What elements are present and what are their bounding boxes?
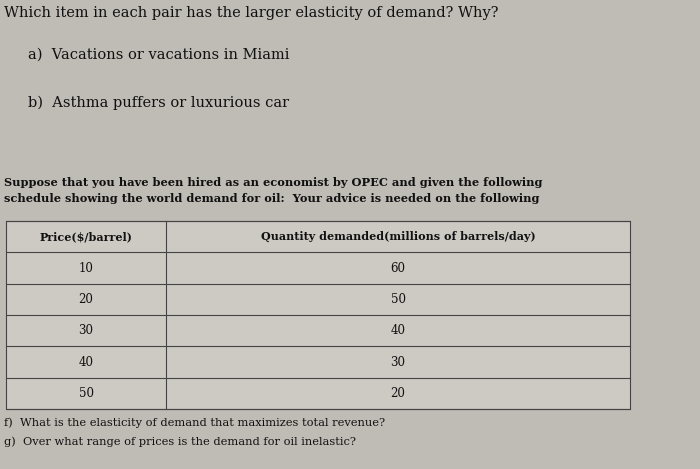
Bar xyxy=(6,221,630,409)
Text: 60: 60 xyxy=(391,262,405,274)
Text: schedule showing the world demand for oil:  Your advice is needed on the followi: schedule showing the world demand for oi… xyxy=(4,193,540,204)
Text: Which item in each pair has the larger elasticity of demand? Why?: Which item in each pair has the larger e… xyxy=(4,6,498,20)
Text: 20: 20 xyxy=(78,293,93,306)
Text: 50: 50 xyxy=(391,293,405,306)
Text: Quantity demanded(millions of barrels/day): Quantity demanded(millions of barrels/da… xyxy=(260,231,536,242)
Text: 50: 50 xyxy=(78,387,94,400)
Text: 40: 40 xyxy=(78,356,94,369)
Text: 30: 30 xyxy=(391,356,405,369)
Text: 30: 30 xyxy=(78,324,94,337)
Text: 10: 10 xyxy=(78,262,93,274)
Text: 20: 20 xyxy=(391,387,405,400)
Text: a)  Vacations or vacations in Miami: a) Vacations or vacations in Miami xyxy=(28,48,290,62)
Text: 40: 40 xyxy=(391,324,405,337)
Text: g)  Over what range of prices is the demand for oil inelastic?: g) Over what range of prices is the dema… xyxy=(4,436,356,446)
Text: f)  What is the elasticity of demand that maximizes total revenue?: f) What is the elasticity of demand that… xyxy=(4,417,385,428)
Text: Suppose that you have been hired as an economist by OPEC and given the following: Suppose that you have been hired as an e… xyxy=(4,177,543,188)
Text: b)  Asthma puffers or luxurious car: b) Asthma puffers or luxurious car xyxy=(28,96,289,110)
Text: Price($/barrel): Price($/barrel) xyxy=(40,231,132,242)
